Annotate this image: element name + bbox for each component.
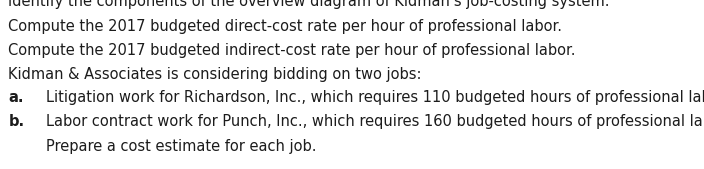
Text: b.: b. — [8, 114, 25, 129]
Text: Prepare a cost estimate for each job.: Prepare a cost estimate for each job. — [46, 139, 316, 154]
Text: Labor contract work for Punch, Inc., which requires 160 budgeted hours of profes: Labor contract work for Punch, Inc., whi… — [46, 114, 704, 129]
Text: Kidman & Associates is considering bidding on two jobs:: Kidman & Associates is considering biddi… — [8, 67, 422, 82]
Text: Compute the 2017 budgeted direct-cost rate per hour of professional labor.: Compute the 2017 budgeted direct-cost ra… — [8, 19, 562, 34]
Text: Identify the components of the overview diagram of Kidman's job-costing system.: Identify the components of the overview … — [8, 0, 610, 9]
Text: Litigation work for Richardson, Inc., which requires 110 budgeted hours of profe: Litigation work for Richardson, Inc., wh… — [46, 90, 704, 105]
Text: a.: a. — [8, 90, 24, 105]
Text: Compute the 2017 budgeted indirect-cost rate per hour of professional labor.: Compute the 2017 budgeted indirect-cost … — [8, 43, 576, 58]
